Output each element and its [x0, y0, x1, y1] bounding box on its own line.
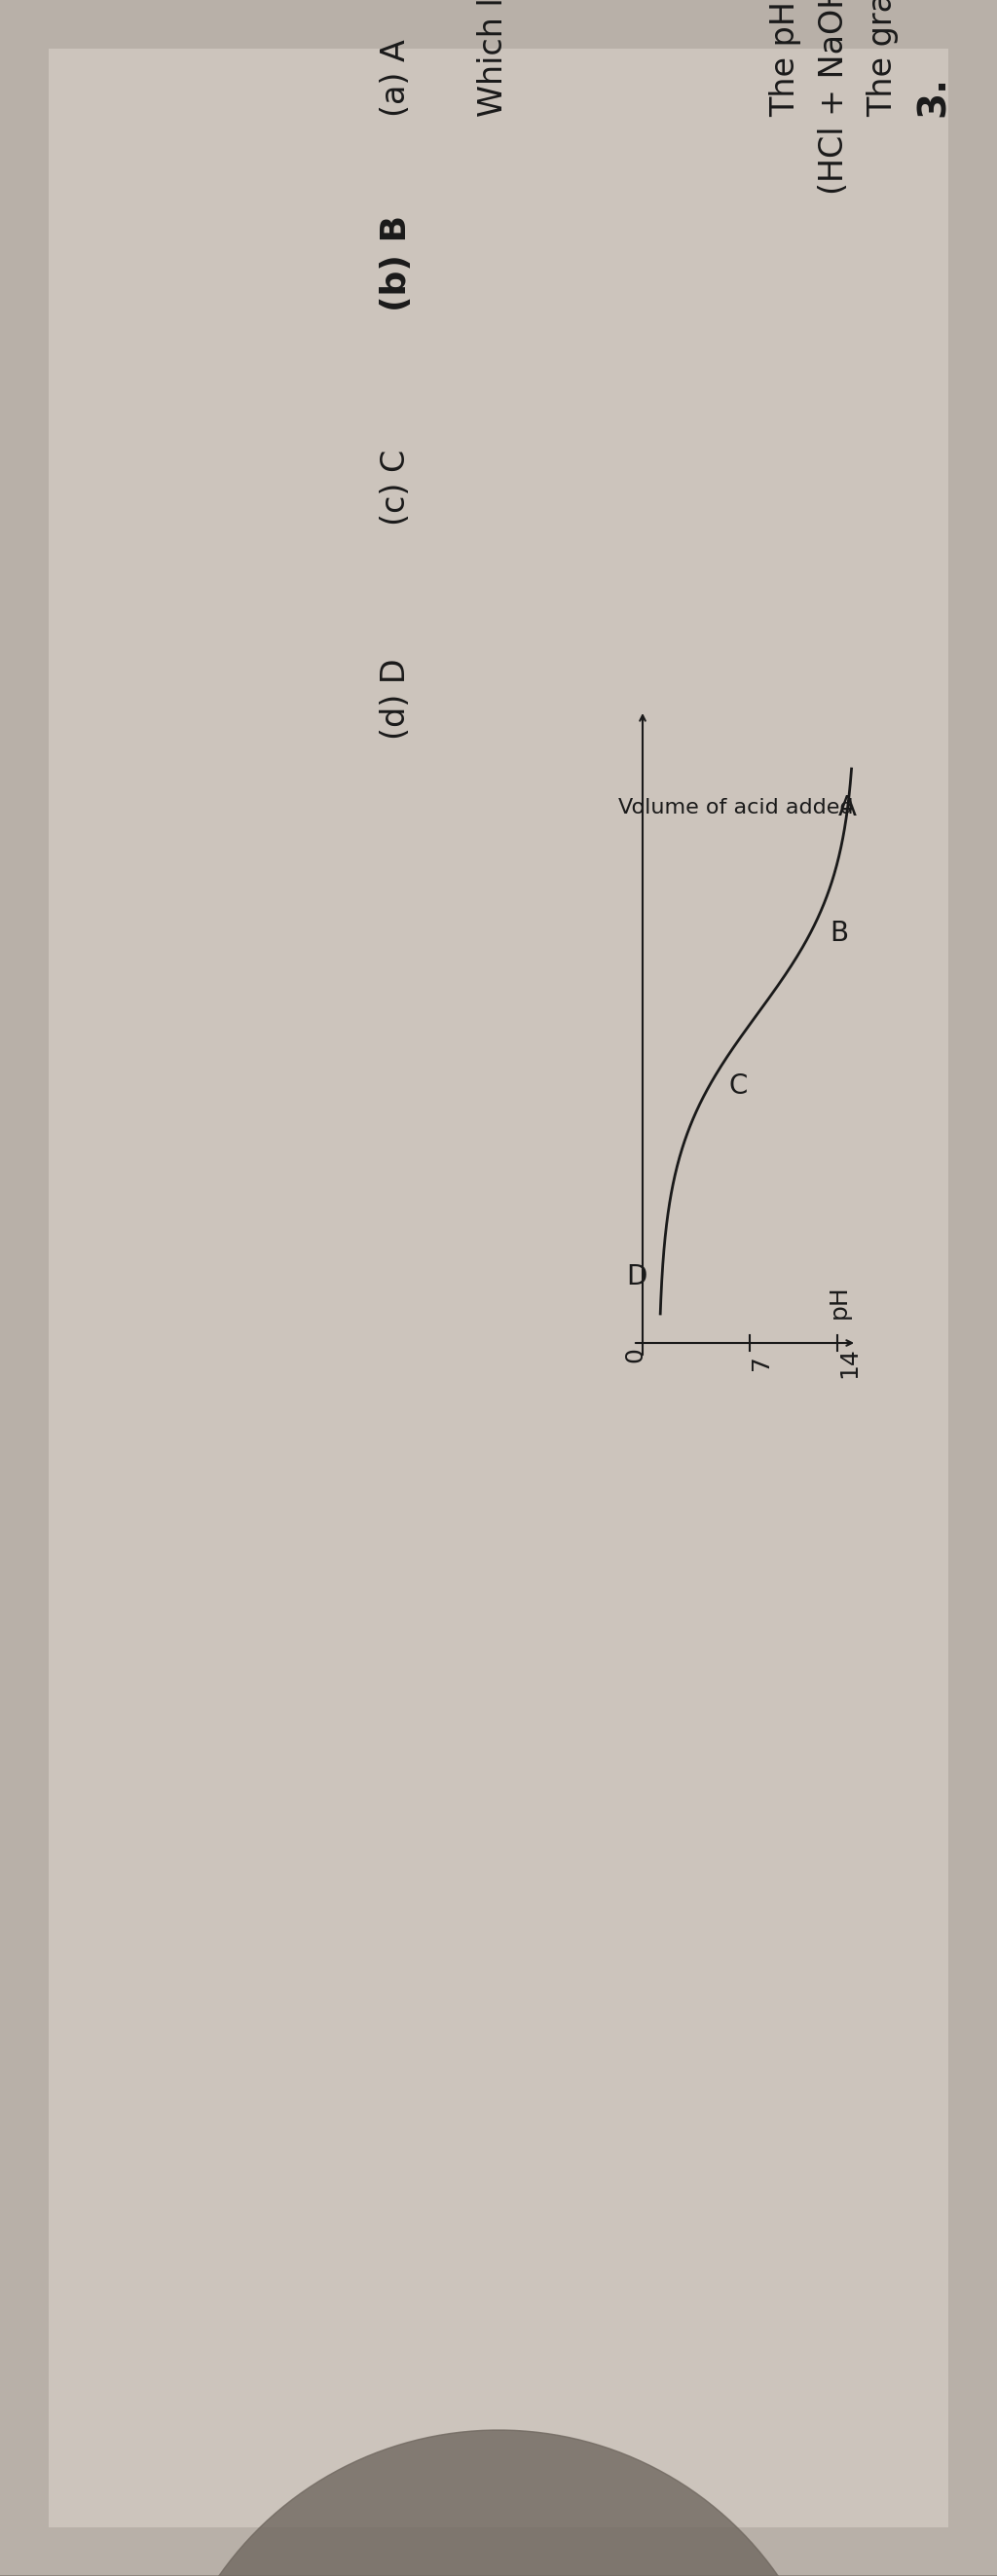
Text: (b) B: (b) B — [380, 214, 413, 312]
Text: (d) D: (d) D — [380, 659, 412, 739]
Text: (HCl + NaOH → NaCl + H₂O): (HCl + NaOH → NaCl + H₂O) — [818, 0, 850, 196]
Text: Volume of acid added: Volume of acid added — [618, 799, 853, 817]
Text: D: D — [626, 1262, 647, 1291]
Text: Which letter denotes the area of the graph where formation of NaCl observed?: Which letter denotes the area of the gra… — [478, 0, 509, 116]
Text: B: B — [830, 920, 848, 945]
Text: 14: 14 — [837, 1347, 860, 1378]
Text: (c) C: (c) C — [380, 448, 412, 526]
Text: pH: pH — [828, 1285, 851, 1319]
Text: 3.: 3. — [915, 75, 952, 116]
Text: The graph given below depicts a neutralisation reaction,: The graph given below depicts a neutrali… — [866, 0, 898, 116]
Text: (a) A: (a) A — [380, 39, 412, 116]
Text: The pH of solution changes as we add excess of acid to an alkali.: The pH of solution changes as we add exc… — [769, 0, 802, 116]
Text: 7: 7 — [750, 1355, 773, 1370]
Polygon shape — [0, 2429, 997, 2576]
Text: A: A — [837, 793, 856, 822]
Text: 0: 0 — [623, 1347, 646, 1363]
Text: C: C — [729, 1072, 748, 1100]
